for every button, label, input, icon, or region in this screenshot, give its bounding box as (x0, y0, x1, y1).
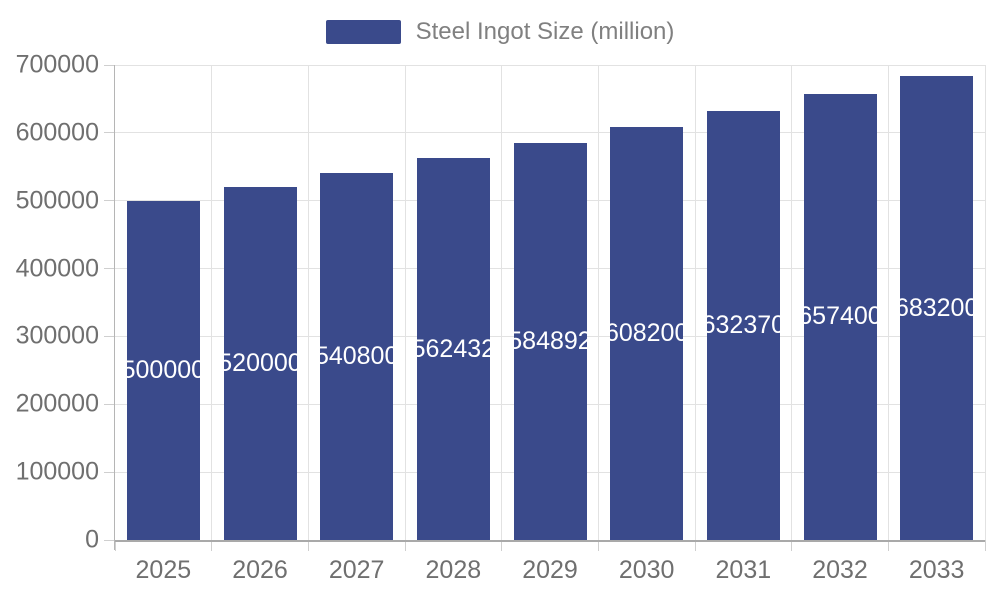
y-axis-tick (104, 132, 115, 134)
bar-value-label: 683200 (900, 293, 974, 322)
x-axis-label: 2025 (135, 556, 192, 584)
v-gridline (501, 65, 503, 540)
bar-2027: 540800 (320, 173, 394, 540)
bar-2026: 520000 (223, 187, 297, 540)
v-gridline (694, 65, 696, 540)
x-axis-tick (791, 540, 793, 551)
y-axis-tick (104, 64, 115, 66)
x-axis-tick (211, 540, 213, 551)
y-axis-label: 700000 (15, 50, 99, 79)
h-gridline (115, 64, 985, 66)
y-axis-tick (104, 539, 115, 541)
legend-item[interactable]: Steel Ingot Size (million) (0, 18, 1000, 46)
bar-2033: 683200 (900, 76, 974, 540)
y-axis-tick (104, 403, 115, 405)
bar-2029: 584892 (513, 143, 587, 540)
bar-value-label: 562432 (416, 334, 490, 363)
x-axis-tick (404, 540, 406, 551)
y-axis-label: 200000 (15, 389, 99, 418)
x-axis-tick (114, 540, 116, 551)
v-gridline (984, 65, 986, 540)
v-gridline (597, 65, 599, 540)
bar-2030: 608200 (610, 127, 684, 540)
x-axis-label: 2033 (908, 556, 965, 584)
bar-value-label: 520000 (223, 349, 297, 378)
bar-value-label: 540800 (320, 342, 394, 370)
y-axis-label: 100000 (15, 457, 99, 486)
x-axis-tick (597, 540, 599, 551)
bar-value-label: 608200 (610, 319, 684, 348)
bar-value-label: 584892 (513, 327, 587, 356)
x-axis-tick (694, 540, 696, 551)
y-axis-label: 600000 (15, 118, 99, 147)
bar-2025: 500000 (126, 200, 200, 540)
y-axis-label: 0 (85, 525, 99, 554)
x-axis-tick (887, 540, 889, 551)
bar-2031: 632370 (706, 110, 780, 540)
v-gridline (211, 65, 213, 540)
v-gridline (404, 65, 406, 540)
legend-swatch (325, 20, 401, 44)
x-axis-tick (307, 540, 309, 551)
v-gridline (307, 65, 309, 540)
x-axis-label: 2029 (522, 556, 578, 584)
v-gridline (791, 65, 793, 540)
x-axis-tick (501, 540, 503, 551)
bar-2028: 562432 (416, 158, 490, 540)
x-axis-label: 2030 (618, 556, 675, 584)
x-axis-label: 2031 (715, 556, 772, 584)
x-axis-label: 2026 (232, 556, 288, 584)
x-axis-label: 2028 (425, 556, 482, 584)
bar-2032: 657400 (803, 93, 877, 540)
x-axis-line (115, 540, 985, 542)
y-axis-tick (104, 268, 115, 270)
h-gridline (115, 132, 985, 134)
y-axis-label: 400000 (15, 254, 99, 283)
x-axis-label: 2032 (812, 556, 868, 584)
bar-value-label: 500000 (126, 355, 200, 384)
y-axis-label: 300000 (15, 321, 99, 350)
bar-value-label: 657400 (803, 302, 877, 331)
v-gridline (887, 65, 889, 540)
y-axis-tick (104, 200, 115, 202)
x-axis-label: 2027 (328, 556, 385, 584)
x-axis-tick (984, 540, 986, 551)
legend-label: Steel Ingot Size (million) (415, 18, 675, 45)
bar-value-label: 632370 (706, 310, 780, 339)
y-axis-label: 500000 (15, 186, 99, 215)
y-axis-tick (104, 335, 115, 337)
y-axis-line (113, 65, 115, 550)
y-axis-tick (104, 471, 115, 473)
